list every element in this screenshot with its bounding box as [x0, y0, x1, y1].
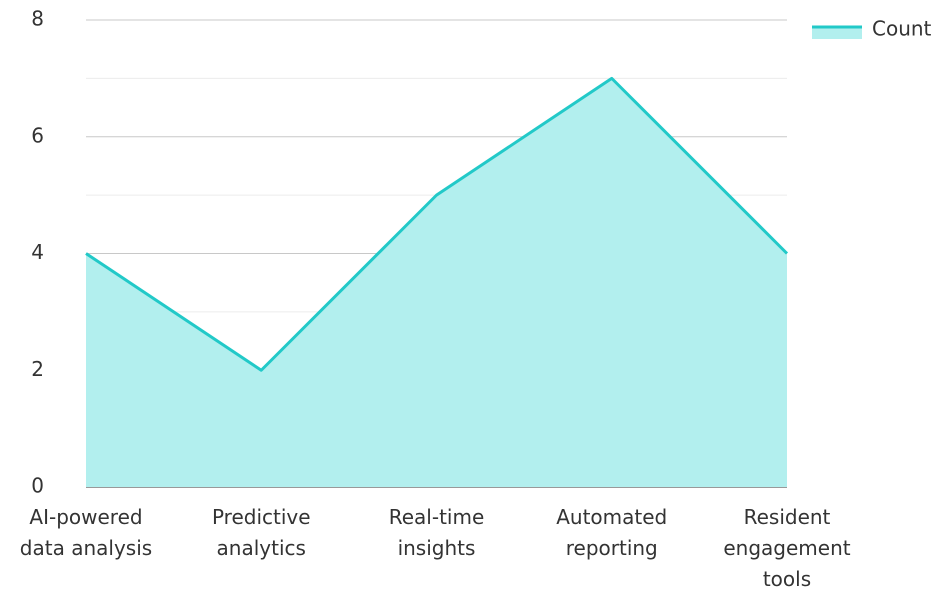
y-tick-label: 4 — [31, 240, 44, 264]
x-tick-label: Real-time insights — [388, 505, 485, 560]
legend-label: Count — [872, 17, 932, 41]
x-tick-label: Predictive analytics — [211, 505, 311, 560]
y-tick-label: 0 — [31, 474, 44, 498]
x-tick-label: AI-powered data analysis — [19, 505, 153, 560]
x-tick-label: Resident engagement tools — [723, 505, 851, 591]
y-tick-label: 2 — [31, 357, 44, 381]
legend-swatch — [812, 27, 862, 39]
area-line — [85, 76, 789, 372]
x-tick-label: Automated reporting — [556, 505, 668, 560]
y-tick-label: 6 — [31, 123, 44, 147]
area-fill — [86, 78, 787, 487]
y-tick-label: 8 — [31, 7, 44, 31]
